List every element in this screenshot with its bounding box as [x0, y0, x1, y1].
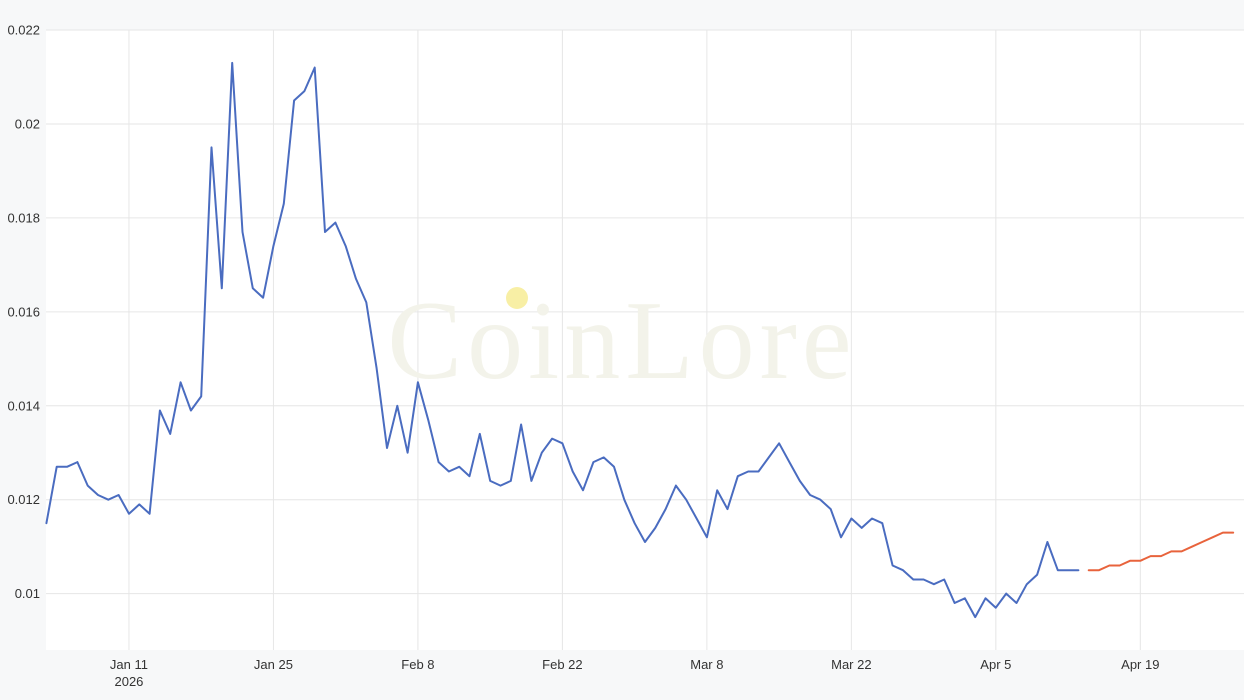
price-forecast-line [1087, 531, 1235, 572]
x-axis-label: Jan 11 [110, 657, 148, 672]
x-axis-label: Mar 8 [690, 657, 723, 672]
y-axis-label: 0.016 [7, 304, 40, 319]
y-axis-label: 0.01 [15, 586, 40, 601]
plot-area[interactable] [46, 30, 1244, 650]
watermark-coin-dot-icon [506, 287, 528, 309]
y-axis-label: 0.012 [7, 492, 40, 507]
watermark-text: CoinLore [387, 279, 856, 403]
y-axis-label: 0.02 [15, 116, 40, 131]
series-layer [45, 61, 1235, 619]
plot-background-layer [46, 30, 1244, 650]
y-axis-label: 0.014 [7, 398, 40, 413]
x-axis-label: Feb 22 [542, 657, 582, 672]
x-axis-label: Apr 5 [980, 657, 1011, 672]
x-axis-label: Feb 8 [401, 657, 434, 672]
y-axis-label: 0.022 [7, 23, 40, 38]
price-history-line [45, 61, 1080, 619]
x-axis-label: Apr 19 [1121, 657, 1159, 672]
y-axis-label: 0.018 [7, 210, 40, 225]
x-axis-year-label: 2026 [114, 674, 143, 689]
grid-layer [46, 29, 1244, 650]
x-axis-label: Mar 22 [831, 657, 871, 672]
axis-layer: 0.01 0.012 0.014 0.016 0.018 0.02 0.022 Jan 11 2… [7, 23, 1159, 690]
x-axis-label: Jan 25 [254, 657, 293, 672]
